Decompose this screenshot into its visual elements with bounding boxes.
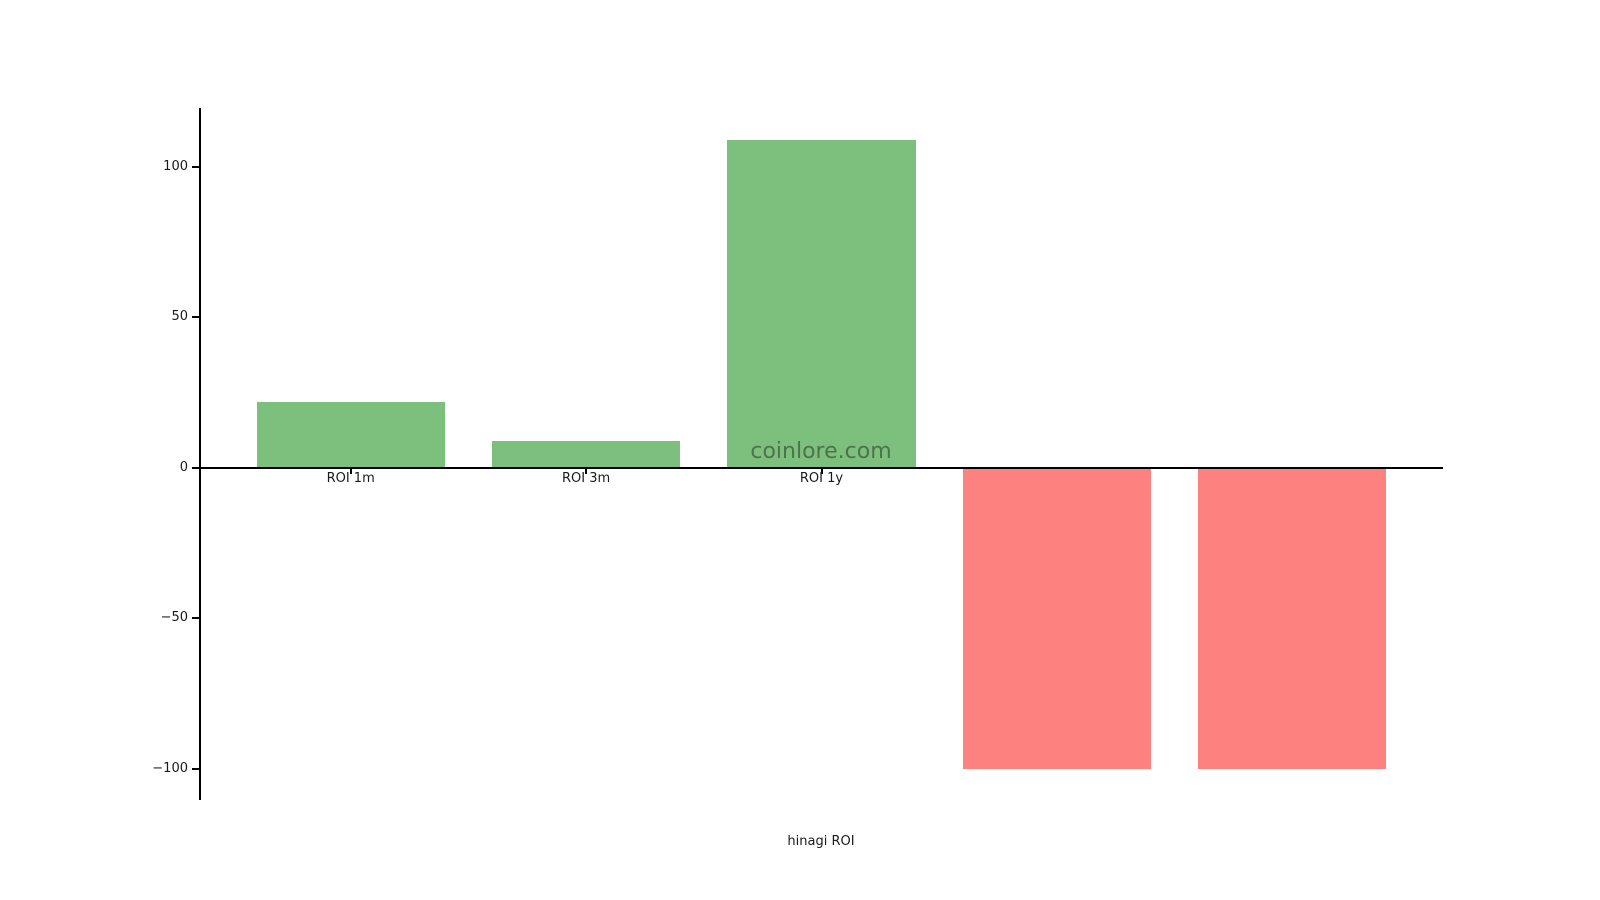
bar-negative-3 [962,467,1152,769]
y-tick-mark [192,767,200,770]
x-tick-mark [820,467,823,474]
bar-roi-1m [256,401,445,468]
x-tick-label: ROI 1m [326,470,375,486]
y-tick-mark [192,316,200,319]
y-tick-mark [192,466,200,469]
x-tick-mark [585,467,588,474]
y-tick-label: −50 [160,610,188,626]
x-axis-title: hinagi ROI [787,834,855,849]
y-tick-label: 100 [163,158,188,174]
y-tick-label: 0 [179,459,188,475]
y-tick-mark [192,617,200,620]
y-axis-spine [199,108,201,800]
bar-roi-1y [727,139,916,468]
bar-negative-4 [1198,467,1387,769]
watermark-text: coinlore.com [750,439,892,464]
y-tick-label: 50 [171,309,188,325]
x-tick-label: ROI 1y [799,470,844,486]
x-axis-zero-line [200,466,1443,469]
bar-roi-3m [491,440,681,468]
x-tick-label: ROI 3m [561,470,611,486]
y-tick-label: −100 [152,760,188,776]
y-tick-mark [192,165,200,168]
x-tick-mark [349,467,352,474]
